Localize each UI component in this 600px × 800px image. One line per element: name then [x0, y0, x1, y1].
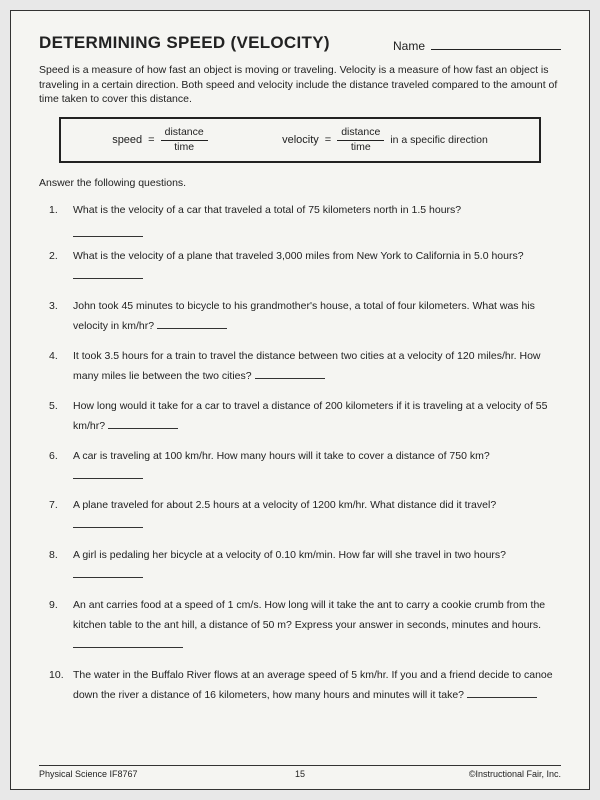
- answer-blank[interactable]: [255, 369, 325, 379]
- velocity-label: velocity: [282, 134, 319, 146]
- question-text: A plane traveled for about 2.5 hours at …: [73, 499, 496, 511]
- footer-page-number: 15: [295, 769, 305, 779]
- answer-blank[interactable]: [73, 638, 183, 648]
- question-item: John took 45 minutes to bicycle to his g…: [55, 297, 561, 337]
- denominator: time: [174, 141, 194, 154]
- answer-blank[interactable]: [73, 568, 143, 578]
- question-list: What is the velocity of a car that trave…: [39, 201, 561, 706]
- question-text: What is the velocity of a car that trave…: [73, 204, 461, 216]
- question-text: John took 45 minutes to bicycle to his g…: [73, 300, 535, 332]
- footer-left: Physical Science IF8767: [39, 769, 138, 779]
- intro-paragraph: Speed is a measure of how fast an object…: [39, 63, 561, 107]
- speed-label: speed: [112, 134, 142, 146]
- name-field: Name: [393, 38, 561, 53]
- question-text: A girl is pedaling her bicycle at a velo…: [73, 549, 506, 561]
- question-item: A car is traveling at 100 km/hr. How man…: [55, 447, 561, 487]
- footer-right: ©Instructional Fair, Inc.: [469, 769, 561, 779]
- page-footer: Physical Science IF8767 15 ©Instructiona…: [39, 765, 561, 779]
- answer-blank[interactable]: [73, 469, 143, 479]
- name-label: Name: [393, 39, 425, 53]
- question-text: A car is traveling at 100 km/hr. How man…: [73, 450, 490, 462]
- answer-blank[interactable]: [157, 319, 227, 329]
- velocity-suffix: in a specific direction: [390, 134, 487, 146]
- question-item: An ant carries food at a speed of 1 cm/s…: [55, 596, 561, 656]
- header: DETERMINING SPEED (VELOCITY) Name: [39, 33, 561, 53]
- speed-fraction: distance time: [161, 127, 208, 153]
- speed-formula: speed = distance time: [112, 127, 208, 153]
- answer-blank[interactable]: [73, 518, 143, 528]
- denominator: time: [351, 141, 371, 154]
- question-item: A girl is pedaling her bicycle at a velo…: [55, 546, 561, 586]
- question-item: What is the velocity of a car that trave…: [55, 201, 561, 237]
- question-text: An ant carries food at a speed of 1 cm/s…: [73, 599, 545, 631]
- instructions: Answer the following questions.: [39, 177, 561, 189]
- equals-sign: =: [325, 134, 331, 146]
- numerator: distance: [161, 127, 208, 141]
- question-item: How long would it take for a car to trav…: [55, 397, 561, 437]
- worksheet-page: DETERMINING SPEED (VELOCITY) Name Speed …: [10, 10, 590, 790]
- question-item: A plane traveled for about 2.5 hours at …: [55, 496, 561, 536]
- equals-sign: =: [148, 134, 154, 146]
- answer-blank[interactable]: [108, 419, 178, 429]
- answer-blank[interactable]: [73, 225, 143, 237]
- velocity-fraction: distance time: [337, 127, 384, 153]
- question-item: What is the velocity of a plane that tra…: [55, 247, 561, 287]
- velocity-formula: velocity = distance time in a specific d…: [282, 127, 488, 153]
- question-item: It took 3.5 hours for a train to travel …: [55, 347, 561, 387]
- answer-blank[interactable]: [73, 269, 143, 279]
- name-blank-line[interactable]: [431, 38, 561, 50]
- question-text: What is the velocity of a plane that tra…: [73, 250, 524, 262]
- question-item: The water in the Buffalo River flows at …: [55, 666, 561, 706]
- formula-box: speed = distance time velocity = distanc…: [59, 117, 541, 163]
- answer-blank[interactable]: [467, 688, 537, 698]
- numerator: distance: [337, 127, 384, 141]
- page-title: DETERMINING SPEED (VELOCITY): [39, 33, 330, 53]
